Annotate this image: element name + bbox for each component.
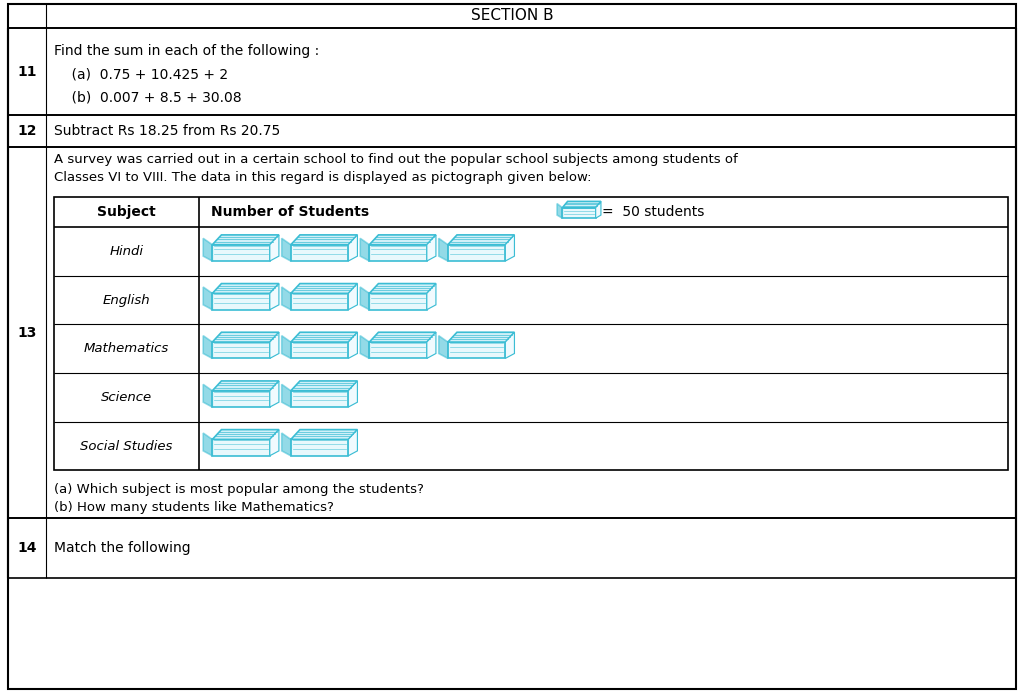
Polygon shape	[212, 430, 279, 439]
Polygon shape	[427, 235, 436, 261]
Polygon shape	[291, 342, 348, 358]
Polygon shape	[447, 245, 505, 261]
Polygon shape	[282, 335, 291, 358]
Polygon shape	[438, 335, 447, 358]
Text: Number of Students: Number of Students	[211, 205, 369, 219]
Polygon shape	[360, 335, 370, 358]
Polygon shape	[269, 235, 279, 261]
Bar	[54, 197, 1008, 471]
Polygon shape	[447, 235, 514, 245]
Text: 11: 11	[17, 64, 37, 78]
Polygon shape	[212, 293, 269, 310]
Polygon shape	[438, 238, 447, 261]
Polygon shape	[212, 439, 269, 456]
Text: 13: 13	[17, 326, 37, 340]
Polygon shape	[370, 245, 427, 261]
Polygon shape	[348, 332, 357, 358]
Text: Subject: Subject	[97, 205, 156, 219]
Text: 14: 14	[17, 541, 37, 555]
Polygon shape	[212, 332, 279, 342]
Polygon shape	[282, 385, 291, 407]
Polygon shape	[360, 287, 370, 310]
Polygon shape	[505, 332, 514, 358]
Text: Find the sum in each of the following :: Find the sum in each of the following :	[54, 44, 319, 58]
Polygon shape	[291, 235, 357, 245]
Polygon shape	[212, 342, 269, 358]
Polygon shape	[203, 238, 212, 261]
Text: (b) How many students like Mathematics?: (b) How many students like Mathematics?	[54, 502, 334, 514]
Polygon shape	[447, 342, 505, 358]
Text: Science: Science	[101, 391, 152, 404]
Polygon shape	[348, 235, 357, 261]
Text: (b)  0.007 + 8.5 + 30.08: (b) 0.007 + 8.5 + 30.08	[54, 91, 242, 105]
Polygon shape	[370, 283, 436, 293]
Polygon shape	[370, 332, 436, 342]
Text: Social Studies: Social Studies	[80, 439, 173, 453]
Text: Hindi: Hindi	[110, 245, 143, 258]
Text: (a)  0.75 + 10.425 + 2: (a) 0.75 + 10.425 + 2	[54, 67, 228, 81]
Polygon shape	[212, 391, 269, 407]
Polygon shape	[212, 235, 279, 245]
Polygon shape	[505, 235, 514, 261]
Text: 12: 12	[17, 124, 37, 138]
Polygon shape	[557, 204, 562, 218]
Polygon shape	[291, 293, 348, 310]
Polygon shape	[427, 283, 436, 310]
Polygon shape	[269, 381, 279, 407]
Polygon shape	[203, 433, 212, 456]
Polygon shape	[203, 335, 212, 358]
Text: Subtract Rs 18.25 from Rs 20.75: Subtract Rs 18.25 from Rs 20.75	[54, 124, 281, 138]
Polygon shape	[447, 332, 514, 342]
Polygon shape	[212, 381, 279, 391]
Polygon shape	[291, 381, 357, 391]
Polygon shape	[427, 332, 436, 358]
Polygon shape	[269, 430, 279, 456]
Polygon shape	[212, 283, 279, 293]
Polygon shape	[282, 287, 291, 310]
Polygon shape	[282, 238, 291, 261]
Polygon shape	[348, 430, 357, 456]
Polygon shape	[212, 245, 269, 261]
Polygon shape	[269, 283, 279, 310]
Polygon shape	[370, 235, 436, 245]
Polygon shape	[291, 332, 357, 342]
Polygon shape	[291, 391, 348, 407]
Text: SECTION B: SECTION B	[471, 8, 553, 24]
Polygon shape	[291, 245, 348, 261]
Polygon shape	[348, 283, 357, 310]
Polygon shape	[596, 202, 601, 218]
Polygon shape	[291, 439, 348, 456]
Text: Match the following: Match the following	[54, 541, 190, 555]
Polygon shape	[291, 283, 357, 293]
Text: Classes VI to VIII. The data in this regard is displayed as pictograph given bel: Classes VI to VIII. The data in this reg…	[54, 171, 592, 184]
Polygon shape	[370, 293, 427, 310]
Polygon shape	[203, 287, 212, 310]
Text: =  50 students: = 50 students	[601, 205, 703, 219]
Polygon shape	[203, 385, 212, 407]
Text: A survey was carried out in a certain school to find out the popular school subj: A survey was carried out in a certain sc…	[54, 153, 737, 166]
Polygon shape	[291, 430, 357, 439]
Polygon shape	[360, 238, 370, 261]
Polygon shape	[562, 208, 596, 218]
Polygon shape	[348, 381, 357, 407]
Polygon shape	[562, 202, 601, 208]
Text: English: English	[102, 294, 151, 306]
Polygon shape	[370, 342, 427, 358]
Polygon shape	[269, 332, 279, 358]
Text: Mathematics: Mathematics	[84, 342, 169, 356]
Text: (a) Which subject is most popular among the students?: (a) Which subject is most popular among …	[54, 484, 424, 496]
Polygon shape	[282, 433, 291, 456]
